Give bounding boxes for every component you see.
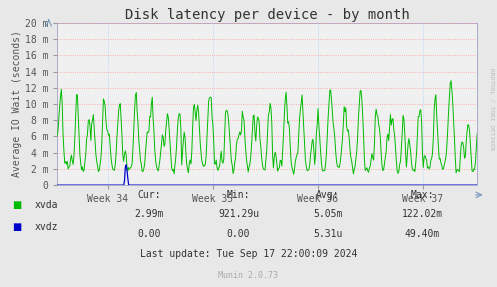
- Text: Avg:: Avg:: [316, 190, 340, 200]
- Text: Max:: Max:: [411, 190, 434, 200]
- Text: 5.05m: 5.05m: [313, 209, 343, 219]
- Y-axis label: Average IO Wait (seconds): Average IO Wait (seconds): [12, 31, 22, 177]
- Text: RRDTOOL / TOBI OETIKER: RRDTOOL / TOBI OETIKER: [490, 68, 495, 150]
- Text: ■: ■: [12, 200, 22, 210]
- Text: 5.31u: 5.31u: [313, 229, 343, 239]
- Text: Munin 2.0.73: Munin 2.0.73: [219, 271, 278, 280]
- Text: Cur:: Cur:: [137, 190, 161, 200]
- Text: 122.02m: 122.02m: [402, 209, 443, 219]
- Text: 921.29u: 921.29u: [218, 209, 259, 219]
- Text: ■: ■: [12, 222, 22, 232]
- Text: xvda: xvda: [35, 200, 58, 210]
- Title: Disk latency per device - by month: Disk latency per device - by month: [125, 8, 410, 22]
- Text: Min:: Min:: [227, 190, 250, 200]
- Text: 49.40m: 49.40m: [405, 229, 440, 239]
- Text: 0.00: 0.00: [137, 229, 161, 239]
- Text: 0.00: 0.00: [227, 229, 250, 239]
- Text: 2.99m: 2.99m: [134, 209, 164, 219]
- Text: xvdz: xvdz: [35, 222, 58, 232]
- Text: Last update: Tue Sep 17 22:00:09 2024: Last update: Tue Sep 17 22:00:09 2024: [140, 249, 357, 259]
